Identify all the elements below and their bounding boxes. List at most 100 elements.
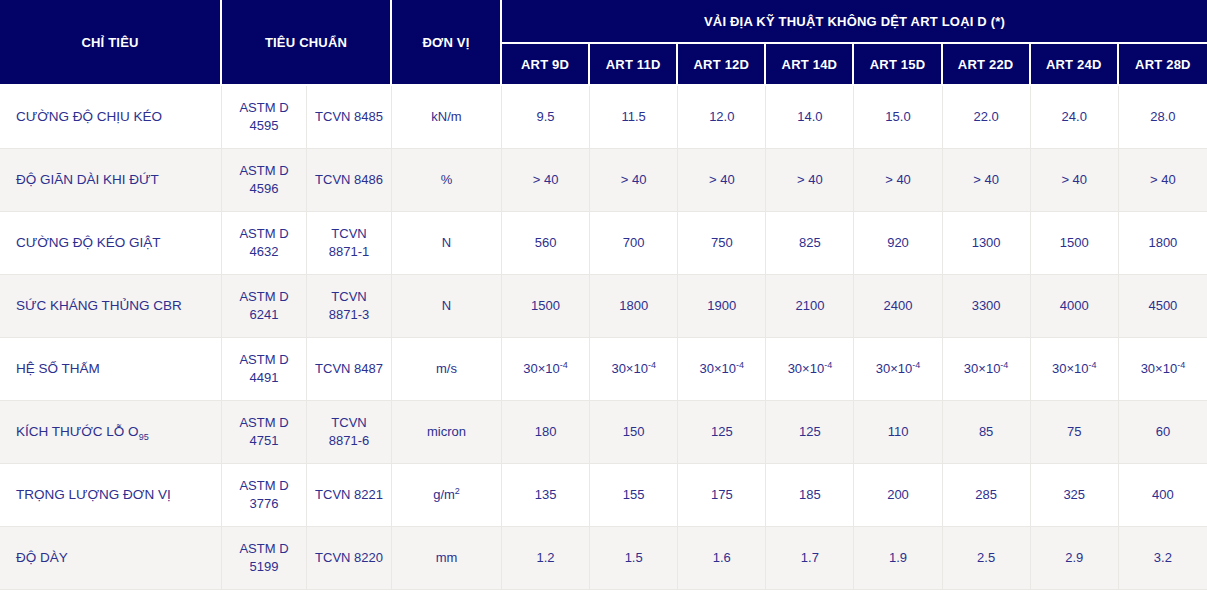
value-cell: 14.0	[766, 86, 854, 149]
astm-standard: ASTM D 6241	[222, 275, 307, 338]
unit: N	[392, 275, 502, 338]
row-label: KÍCH THƯỚC LỖ O95	[0, 401, 222, 464]
value-cell: 125	[766, 401, 854, 464]
column-header-art-11d: ART 11D	[590, 44, 678, 86]
value-cell: 1800	[1119, 212, 1207, 275]
value-cell: 85	[943, 401, 1031, 464]
table-row: HỆ SỐ THẤMASTM D 4491TCVN 8487m/s30×10-4…	[0, 338, 1207, 401]
value-cell: 400	[1119, 464, 1207, 527]
column-header-chi-tieu: CHỈ TIÊU	[0, 0, 222, 86]
value-cell: 1900	[678, 275, 766, 338]
value-cell: 30×10-4	[1031, 338, 1119, 401]
tcvn-standard: TCVN 8221	[307, 464, 392, 527]
value-cell: 155	[590, 464, 678, 527]
value-cell: > 40	[1119, 149, 1207, 212]
value-cell: 150	[590, 401, 678, 464]
value-cell: 30×10-4	[943, 338, 1031, 401]
value-cell: > 40	[766, 149, 854, 212]
value-cell: 110	[854, 401, 942, 464]
column-header-tieu-chuan: TIÊU CHUẨN	[222, 0, 392, 86]
value-cell: 24.0	[1031, 86, 1119, 149]
astm-standard: ASTM D 4751	[222, 401, 307, 464]
unit: kN/m	[392, 86, 502, 149]
row-label: CƯỜNG ĐỘ CHỊU KÉO	[0, 86, 222, 149]
value-cell: 1500	[502, 275, 590, 338]
astm-standard: ASTM D 4491	[222, 338, 307, 401]
value-cell: 125	[678, 401, 766, 464]
value-cell: 3300	[943, 275, 1031, 338]
value-cell: 750	[678, 212, 766, 275]
table-row: CƯỜNG ĐỘ KÉO GIẬTASTM D 4632TCVN 8871-1N…	[0, 212, 1207, 275]
unit: mm	[392, 527, 502, 590]
value-cell: 30×10-4	[854, 338, 942, 401]
value-cell: > 40	[1031, 149, 1119, 212]
value-cell: 325	[1031, 464, 1119, 527]
value-cell: 200	[854, 464, 942, 527]
value-cell: 2400	[854, 275, 942, 338]
value-cell: 1.2	[502, 527, 590, 590]
column-header-art-15d: ART 15D	[854, 44, 942, 86]
row-label: ĐỘ GIÃN DÀI KHI ĐỨT	[0, 149, 222, 212]
value-cell: 9.5	[502, 86, 590, 149]
value-cell: > 40	[678, 149, 766, 212]
column-header-art-24d: ART 24D	[1031, 44, 1119, 86]
value-cell: 4000	[1031, 275, 1119, 338]
value-cell: 2.5	[943, 527, 1031, 590]
value-cell: 135	[502, 464, 590, 527]
value-cell: > 40	[502, 149, 590, 212]
astm-standard: ASTM D 4596	[222, 149, 307, 212]
astm-standard: ASTM D 3776	[222, 464, 307, 527]
page: CHỈ TIÊU TIÊU CHUẨN ĐƠN VỊ VẢI ĐỊA KỸ TH…	[0, 0, 1207, 594]
value-cell: 11.5	[590, 86, 678, 149]
column-header-art-9d: ART 9D	[502, 44, 590, 86]
value-cell: 825	[766, 212, 854, 275]
table-row: TRỌNG LƯỢNG ĐƠN VỊASTM D 3776TCVN 8221g/…	[0, 464, 1207, 527]
column-header-don-vi: ĐƠN VỊ	[392, 0, 502, 86]
value-cell: 700	[590, 212, 678, 275]
value-cell: 1.9	[854, 527, 942, 590]
value-cell: 30×10-4	[502, 338, 590, 401]
table-row: CƯỜNG ĐỘ CHỊU KÉOASTM D 4595TCVN 8485kN/…	[0, 86, 1207, 149]
value-cell: 2.9	[1031, 527, 1119, 590]
value-cell: 75	[1031, 401, 1119, 464]
tcvn-standard: TCVN 8871-6	[307, 401, 392, 464]
tcvn-standard: TCVN 8486	[307, 149, 392, 212]
unit: micron	[392, 401, 502, 464]
value-cell: 15.0	[854, 86, 942, 149]
value-cell: 180	[502, 401, 590, 464]
unit: g/m2	[392, 464, 502, 527]
value-cell: > 40	[590, 149, 678, 212]
value-cell: 30×10-4	[1119, 338, 1207, 401]
row-label: HỆ SỐ THẤM	[0, 338, 222, 401]
value-cell: 30×10-4	[766, 338, 854, 401]
value-cell: 1.6	[678, 527, 766, 590]
column-header-art-22d: ART 22D	[943, 44, 1031, 86]
value-cell: 920	[854, 212, 942, 275]
value-cell: 1300	[943, 212, 1031, 275]
spec-table: CHỈ TIÊU TIÊU CHUẨN ĐƠN VỊ VẢI ĐỊA KỸ TH…	[0, 0, 1207, 590]
table-row: ĐỘ DÀYASTM D 5199TCVN 8220mm1.21.51.61.7…	[0, 527, 1207, 590]
value-cell: > 40	[943, 149, 1031, 212]
tcvn-standard: TCVN 8487	[307, 338, 392, 401]
tcvn-standard: TCVN 8871-3	[307, 275, 392, 338]
table-row: ĐỘ GIÃN DÀI KHI ĐỨTASTM D 4596TCVN 8486%…	[0, 149, 1207, 212]
row-label: ĐỘ DÀY	[0, 527, 222, 590]
astm-standard: ASTM D 5199	[222, 527, 307, 590]
group-header-title: VẢI ĐỊA KỸ THUẬT KHÔNG DỆT ART LOẠI D (*…	[502, 0, 1207, 44]
value-cell: 3.2	[1119, 527, 1207, 590]
value-cell: 1.5	[590, 527, 678, 590]
value-cell: 1800	[590, 275, 678, 338]
value-cell: 1.7	[766, 527, 854, 590]
value-cell: 185	[766, 464, 854, 527]
row-label: TRỌNG LƯỢNG ĐƠN VỊ	[0, 464, 222, 527]
value-cell: 22.0	[943, 86, 1031, 149]
table-row: KÍCH THƯỚC LỖ O95ASTM D 4751TCVN 8871-6m…	[0, 401, 1207, 464]
row-label: SỨC KHÁNG THỦNG CBR	[0, 275, 222, 338]
tcvn-standard: TCVN 8871-1	[307, 212, 392, 275]
row-label: CƯỜNG ĐỘ KÉO GIẬT	[0, 212, 222, 275]
unit: N	[392, 212, 502, 275]
value-cell: 30×10-4	[678, 338, 766, 401]
value-cell: 2100	[766, 275, 854, 338]
value-cell: 560	[502, 212, 590, 275]
column-header-art-28d: ART 28D	[1119, 44, 1207, 86]
